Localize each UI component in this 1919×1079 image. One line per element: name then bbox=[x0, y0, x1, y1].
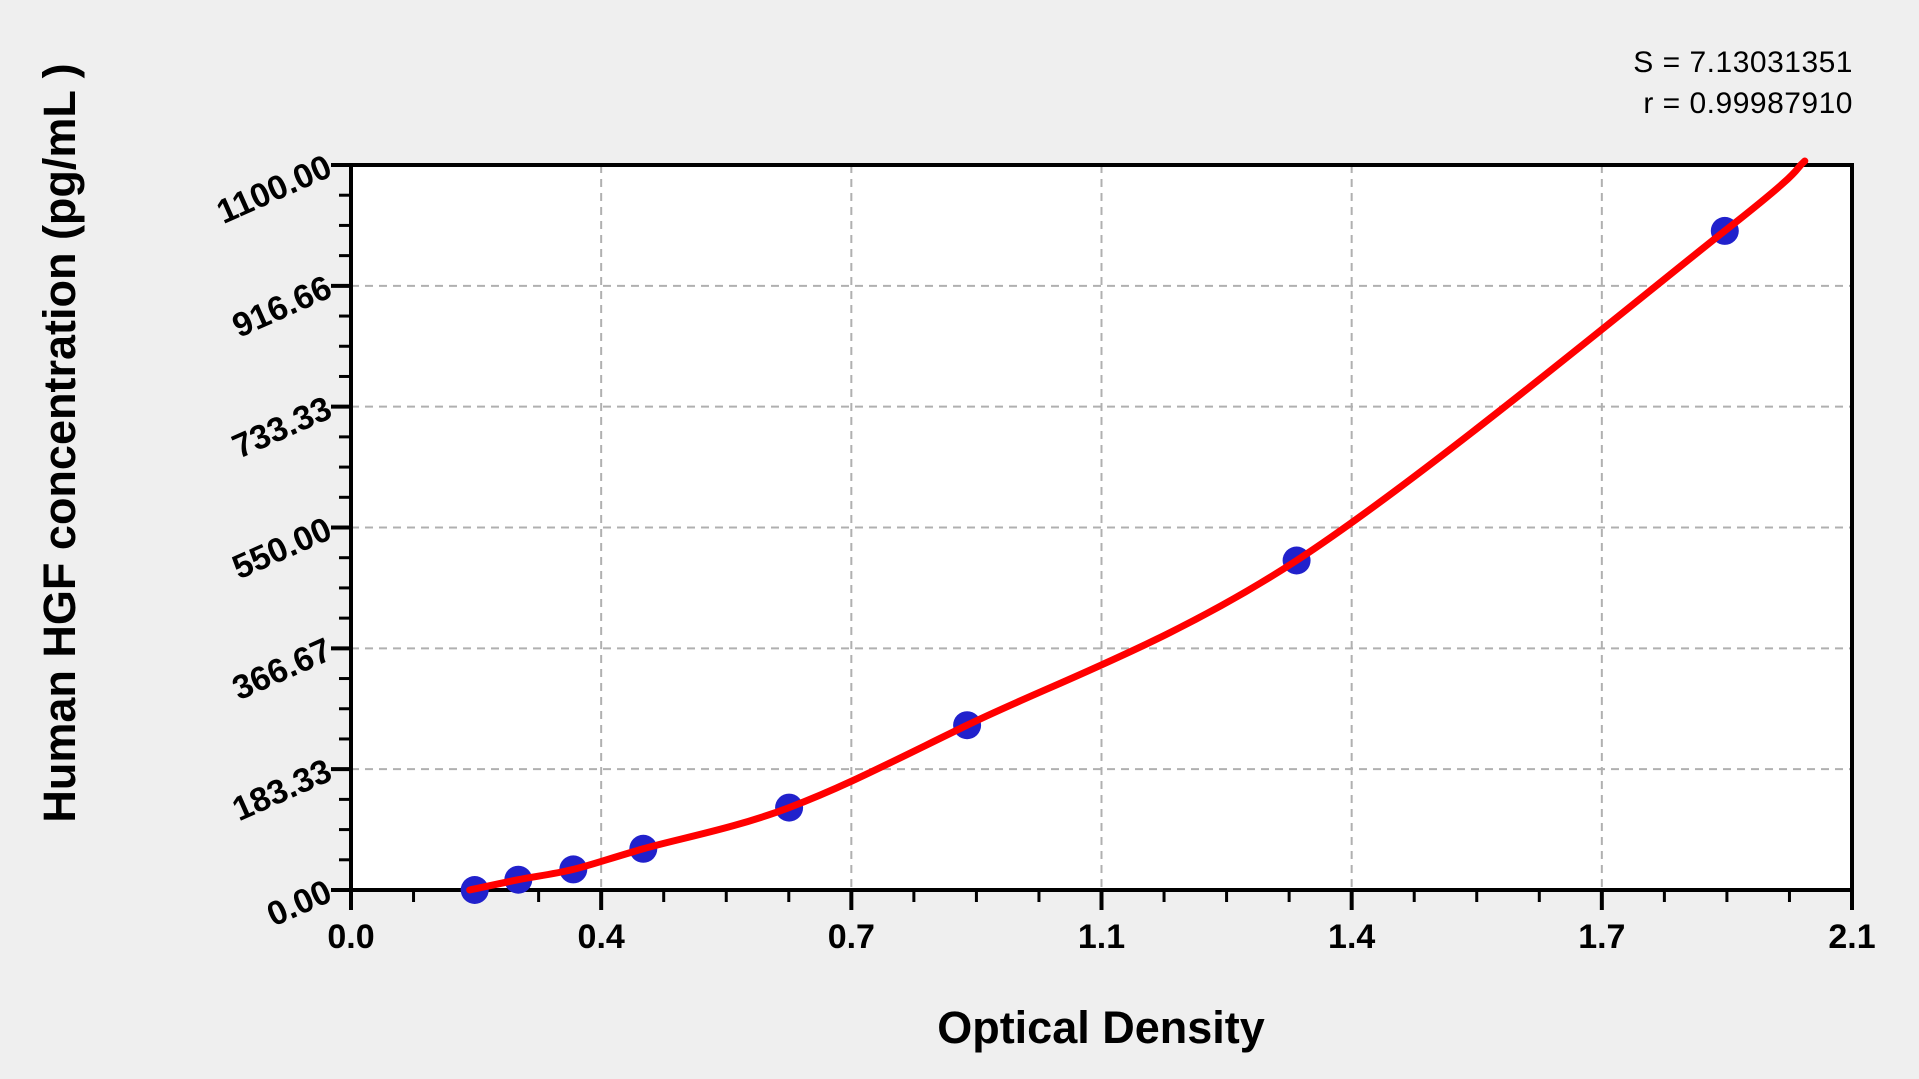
plot-layers: 0.0 0.4 0.7 1.1 1.4 1.7 2.1 0.00 183.33 366.67 550… bbox=[211, 148, 1875, 956]
y-axis-title: Human HGF concentration (pg/mL ) bbox=[34, 63, 85, 822]
x-tick-label: 0.4 bbox=[578, 918, 625, 956]
x-tick-label: 0.0 bbox=[327, 918, 374, 956]
y-tick-label: 183.33 bbox=[227, 752, 337, 829]
y-tick-label: 733.33 bbox=[227, 389, 337, 466]
x-axis-title: Optical Density bbox=[937, 1002, 1265, 1053]
y-tick-label: 366.67 bbox=[227, 631, 337, 708]
x-tick-label: 1.4 bbox=[1328, 918, 1375, 956]
stat-r-value: r = 0.99987910 bbox=[1643, 87, 1853, 120]
fitted-curve-line bbox=[466, 157, 1809, 894]
x-tick-label: 1.1 bbox=[1078, 918, 1125, 956]
y-tick-label: 1100.00 bbox=[211, 148, 337, 232]
y-tick-label: 550.00 bbox=[227, 510, 337, 587]
x-tick-label: 2.1 bbox=[1828, 918, 1875, 956]
x-tick-label: 1.7 bbox=[1578, 918, 1625, 956]
y-tick-label: 0.00 bbox=[261, 873, 337, 935]
stat-s-value: S = 7.13031351 bbox=[1633, 46, 1853, 79]
y-tick-label: 916.66 bbox=[227, 268, 337, 345]
x-tick-label: 0.7 bbox=[828, 918, 875, 956]
fit-statistics: S = 7.13031351 r = 0.99987910 bbox=[1633, 42, 1853, 124]
